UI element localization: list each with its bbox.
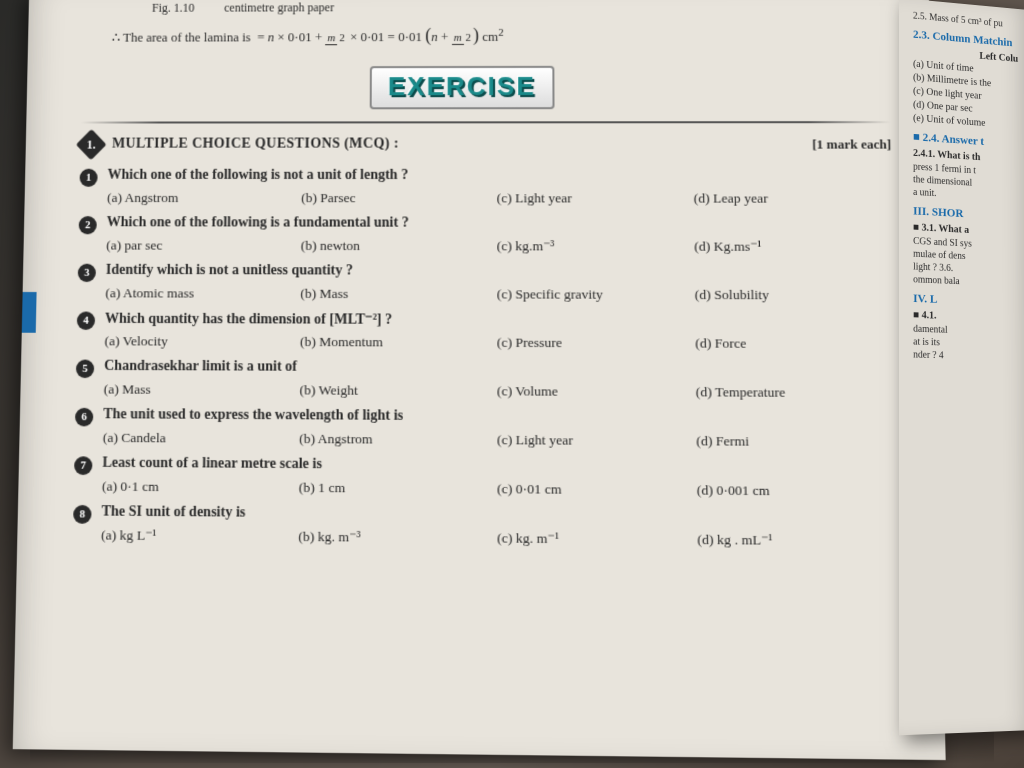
option: (c) kg. m⁻¹	[497, 530, 697, 548]
questions-container: 1 Which one of the following is not a uni…	[73, 168, 900, 550]
right-fragment-line: ommon bala	[913, 274, 1019, 289]
question-row: 2 Which one of the following is a fundame…	[79, 215, 893, 236]
option: (a) Angstrom	[107, 190, 301, 206]
option: (a) 0·1 cm	[102, 478, 299, 496]
options-row: (a) Angstrom(b) Parsec(c) Light year(d) …	[107, 190, 892, 207]
left-page: Fig. 1.10 centimetre graph paper ∴ The a…	[13, 0, 946, 760]
option: (b) kg. m⁻³	[298, 528, 497, 546]
question-text: The SI unit of density is	[101, 504, 245, 522]
right-fragments-41: damentalat is itsnder ? 4	[913, 324, 1020, 364]
question-text: Chandrasekhar limit is a unit of	[104, 359, 297, 376]
option: (d) Force	[695, 335, 895, 352]
option: (c) Pressure	[497, 334, 695, 351]
graph-paper-text: centimetre graph paper	[224, 0, 334, 15]
question-row: 6 The unit used to express the wavelength…	[75, 407, 897, 431]
option: (c) Light year	[497, 432, 696, 450]
option: (c) kg.m⁻³	[497, 238, 695, 255]
right-heading-answer: ■ 2.4. Answer t	[913, 130, 1019, 152]
options-row: (a) Atomic mass(b) Mass(c) Specific grav…	[105, 285, 894, 304]
question-row: 4 Which quantity has the dimension of [ML…	[77, 310, 895, 332]
question-text: The unit used to express the wavelength …	[103, 407, 403, 425]
question-text: Which one of the following is a fundamen…	[107, 215, 409, 232]
option: (c) Volume	[497, 383, 696, 401]
section-number-badge: 1.	[76, 129, 107, 160]
question-row: 7 Least count of a linear metre scale is	[74, 455, 898, 480]
question-number-badge: 2	[79, 216, 97, 234]
section-title: MULTIPLE CHOICE QUESTIONS (MCQ) :	[112, 136, 399, 152]
option: (d) Kg.ms⁻¹	[694, 238, 893, 255]
question-text: Which one of the following is not a unit…	[107, 168, 408, 184]
option: (a) Mass	[104, 381, 300, 398]
option: (b) newton	[301, 238, 497, 255]
option: (d) Fermi	[696, 433, 897, 451]
question-row: 8 The SI unit of density is	[73, 504, 899, 530]
option: (b) 1 cm	[299, 479, 497, 497]
option: (b) Momentum	[300, 334, 497, 351]
question-text: Identify which is not a unitless quantit…	[106, 263, 353, 280]
options-row: (a) par sec(b) newton(c) kg.m⁻³(d) Kg.ms…	[106, 237, 893, 255]
figure-label: Fig. 1.10	[152, 1, 195, 16]
question-number-badge: 3	[78, 264, 96, 282]
marks-note: [1 mark each]	[812, 136, 891, 152]
question-number-badge: 8	[73, 505, 92, 524]
question-number-badge: 5	[76, 360, 94, 379]
question-row: 5 Chandrasekhar limit is a unit of	[76, 359, 896, 382]
question-row: 1 Which one of the following is not a uni…	[80, 168, 893, 188]
right-fragments-31: CGS and SI sysmulae of denslight ? 3.6.o…	[913, 236, 1019, 290]
question-number-badge: 4	[77, 312, 95, 330]
question-number-badge: 7	[74, 456, 92, 475]
options-row: (a) 0·1 cm(b) 1 cm(c) 0·01 cm(d) 0·001 c…	[102, 478, 898, 500]
question-number-badge: 1	[80, 169, 98, 187]
option: (d) 0·001 cm	[697, 482, 899, 500]
right-fragments-1: press 1 fermi in tthe dimensionala unit.	[913, 162, 1019, 204]
lamina-formula: ∴ The area of the lamina is = n × 0·01 +…	[112, 24, 889, 47]
right-heading-iv: IV. L	[913, 291, 1019, 310]
option: (a) par sec	[106, 237, 301, 254]
option: (d) Temperature	[696, 384, 897, 402]
question-row: 3 Identify which is not a unitless quanti…	[78, 263, 894, 284]
right-fragment-line: nder ? 4	[913, 349, 1020, 363]
fraction-m-over-2: m2	[325, 33, 346, 44]
question-text: Least count of a linear metre scale is	[102, 455, 322, 473]
option: (b) Mass	[300, 286, 496, 303]
right-column-items: (a) Unit of time(b) Millimetre is the(c)…	[913, 59, 1019, 131]
options-row: (a) Mass(b) Weight(c) Volume(d) Temperat…	[104, 381, 897, 401]
option: (d) kg . mL⁻¹	[697, 531, 899, 549]
fraction-m-over-2-b: m2	[452, 32, 473, 43]
option: (a) Velocity	[104, 333, 300, 350]
option: (b) Weight	[300, 382, 497, 399]
option: (b) Parsec	[301, 190, 497, 206]
option: (a) Candela	[103, 430, 299, 448]
options-row: (a) Velocity(b) Momentum(c) Pressure(d) …	[104, 333, 895, 352]
right-page: 2.5. Mass of 5 cm³ of pu 2.3. Column Mat…	[899, 0, 1024, 735]
option: (c) Light year	[497, 190, 694, 206]
right-heading-short: III. SHOR	[913, 204, 1019, 224]
option: (c) Specific gravity	[497, 286, 695, 303]
option: (c) 0·01 cm	[497, 481, 697, 499]
exercise-banner: EXERCISE	[370, 66, 554, 109]
option: (d) Leap year	[694, 190, 893, 207]
page-tab-marker	[22, 292, 37, 333]
option: (d) Solubility	[695, 287, 895, 304]
right-fragment-line: at is its	[913, 337, 1020, 351]
formula-prefix: ∴ The area of the lamina is	[112, 29, 251, 44]
question-number-badge: 6	[75, 408, 93, 427]
right-fragment-line: damental	[913, 324, 1020, 338]
options-row: (a) Candela(b) Angstrom(c) Light year(d)…	[103, 430, 898, 451]
option: (a) kg L⁻¹	[101, 527, 298, 545]
option: (b) Angstrom	[299, 431, 497, 449]
right-sub-41: ■ 4.1.	[913, 310, 1020, 325]
option: (a) Atomic mass	[105, 285, 300, 302]
exercise-label: EXERCISE	[388, 71, 536, 101]
options-row: (a) kg L⁻¹(b) kg. m⁻³(c) kg. m⁻¹(d) kg .…	[101, 527, 899, 550]
question-text: Which quantity has the dimension of [MLT…	[105, 311, 392, 329]
section-header-row: 1. MULTIPLE CHOICE QUESTIONS (MCQ) : [1 …	[80, 133, 891, 155]
divider-line	[81, 121, 891, 123]
